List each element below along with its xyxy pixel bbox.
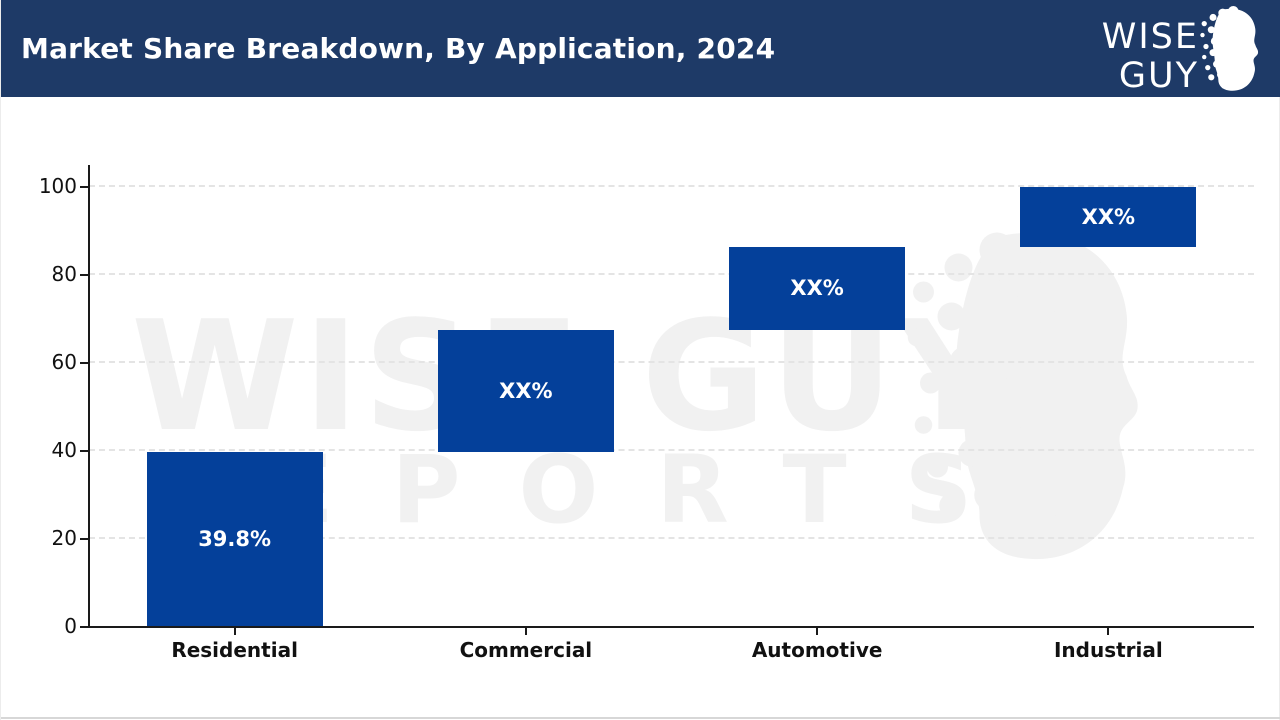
y-tick-mark <box>80 362 88 364</box>
logo-wordmark: WISE GUY <box>1101 17 1199 96</box>
bar-residential: 39.8% <box>146 451 323 627</box>
x-tick-mark <box>1107 628 1110 635</box>
bar-automotive: XX% <box>729 246 906 330</box>
plot-area: 39.8% XX% XX% XX% <box>89 165 1254 627</box>
y-tick-mark <box>80 538 88 540</box>
wise-guy-reports-logo: WISE GUY REPORTS <box>1012 4 1267 112</box>
gridline <box>89 449 1254 451</box>
gridline <box>89 361 1254 363</box>
x-label-industrial: Industrial <box>1053 638 1163 662</box>
bar-industrial: XX% <box>1020 187 1197 247</box>
y-tick-label: 40 <box>51 438 77 462</box>
bar-value-label: XX% <box>790 276 844 301</box>
x-axis-line <box>88 626 1254 628</box>
y-tick-mark <box>80 450 88 452</box>
bar-value-label: 39.8% <box>198 527 272 552</box>
dotted-head-icon <box>1200 6 1259 91</box>
logo-subtext: REPORTS <box>1069 97 1199 112</box>
bar-value-label: XX% <box>499 378 553 403</box>
logo-text: WISE GUY REPORTS <box>1012 18 1199 112</box>
bar-value-label: XX% <box>1081 204 1136 229</box>
y-tick-mark <box>80 186 88 188</box>
x-tick-mark <box>524 628 527 635</box>
y-axis-line <box>88 165 90 628</box>
y-tick-mark <box>80 626 88 628</box>
y-tick-mark <box>80 274 88 276</box>
y-tick-label: 0 <box>64 614 77 638</box>
x-tick-mark <box>816 628 819 635</box>
gridline <box>89 273 1254 275</box>
gridline <box>89 185 1254 187</box>
header: Market Share Breakdown, By Application, … <box>1 0 1280 112</box>
x-tick-mark <box>233 628 236 635</box>
y-tick-label: 60 <box>51 350 77 374</box>
y-tick-label: 80 <box>51 262 77 286</box>
x-label-commercial: Commercial <box>459 638 593 662</box>
bar-commercial: XX% <box>437 330 614 452</box>
y-tick-label: 100 <box>38 174 77 198</box>
page-title: Market Share Breakdown, By Application, … <box>21 32 776 65</box>
x-label-automotive: Automotive <box>751 638 883 662</box>
y-tick-label: 20 <box>51 526 77 550</box>
bottom-border-line <box>1 717 1280 719</box>
gridline <box>89 537 1254 539</box>
x-label-residential: Residential <box>171 638 298 662</box>
